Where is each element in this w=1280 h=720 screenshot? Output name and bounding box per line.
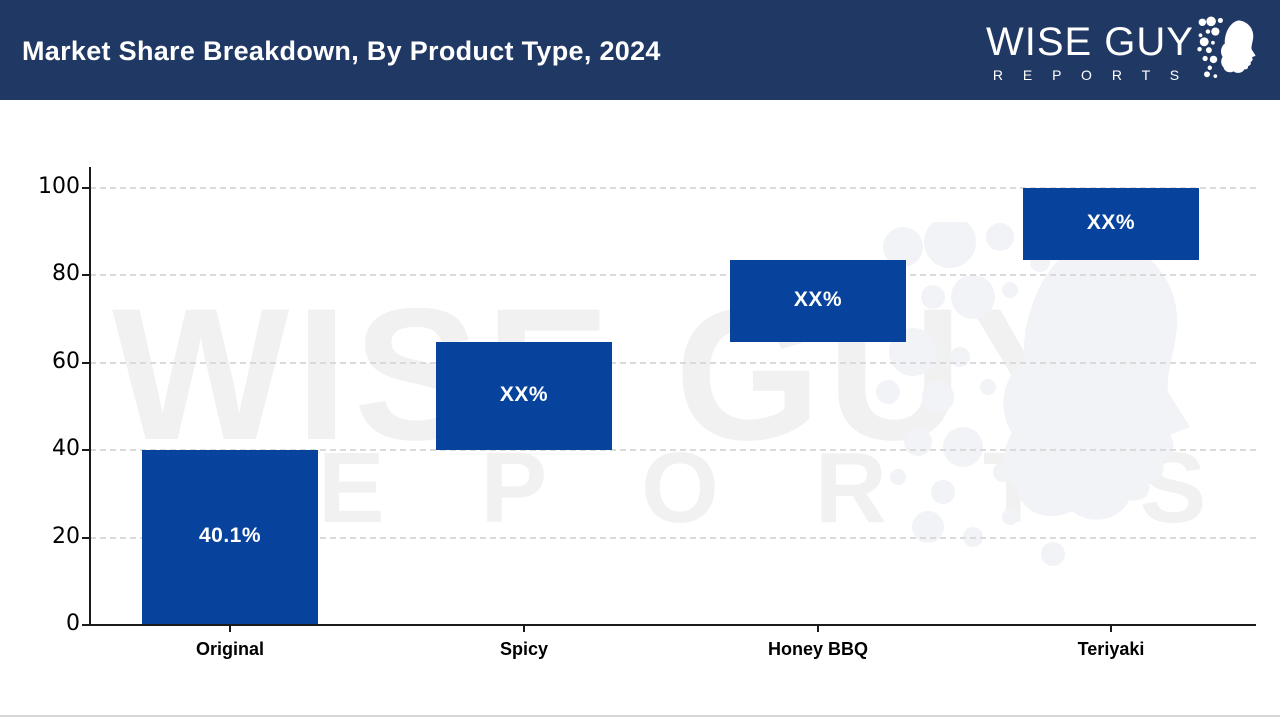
bar-value-label-spicy: XX% [499,382,549,406]
y-tick-label-100: 100 [38,173,80,199]
gridline-y20 [90,536,1256,539]
bar-spicy [436,341,612,450]
brand-subtitle: R E P O R T S [992,67,1188,83]
gridline-y60 [90,361,1256,364]
category-label-spicy: Spicy [499,639,549,659]
category-label-honey-bbq: Honey BBQ [767,639,868,659]
brand-logo-text: WISE GUY R E P O R T S [986,20,1194,83]
brand-logo: WISE GUY R E P O R T S [986,8,1272,92]
gridline-y100 [90,186,1256,189]
gridline-y80 [90,274,1256,276]
x-axis-line [88,624,1256,626]
x-tick-mark-3 [1110,626,1112,632]
y-tick-mark-0 [82,624,89,626]
y-tick-mark-100 [82,186,89,189]
y-tick-label-20: 20 [52,523,80,549]
bar-value-label-teriyaki: XX% [1086,210,1136,234]
bar-honey-bbq [730,259,906,342]
chart-title: Market Share Breakdown, By Product Type,… [22,36,661,66]
y-tick-mark-20 [82,536,89,539]
gridline-y40 [90,449,1256,451]
x-tick-mark-1 [523,626,525,632]
bottom-divider [0,715,1280,717]
y-tick-mark-60 [82,361,89,364]
x-tick-mark-0 [229,626,231,632]
bar-original [142,449,318,625]
y-tick-mark-40 [82,449,89,451]
y-axis-line [89,167,91,626]
category-label-teriyaki: Teriyaki [1077,639,1145,659]
bar-value-label-original: 40.1% [198,524,262,548]
category-label-original: Original [195,639,264,659]
bar-teriyaki [1023,187,1199,260]
y-tick-label-0: 0 [66,611,80,636]
watermark-face-icon [876,222,1190,566]
bar-value-label-honey-bbq: XX% [793,287,843,311]
y-tick-label-40: 40 [52,436,80,461]
brand-face-icon [1197,16,1256,78]
y-tick-label-80: 80 [52,261,80,286]
header-banner: Market Share Breakdown, By Product Type,… [0,0,1280,100]
y-tick-label-60: 60 [52,348,80,374]
brand-name: WISE GUY [985,20,1194,64]
y-tick-mark-80 [82,274,89,276]
x-tick-mark-2 [817,626,819,632]
